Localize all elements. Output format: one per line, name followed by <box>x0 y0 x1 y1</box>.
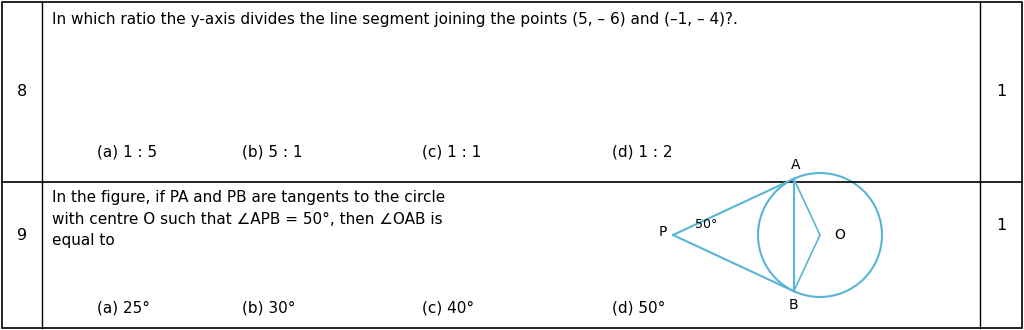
Text: In the figure, if PA and PB are tangents to the circle
with centre O such that ∠: In the figure, if PA and PB are tangents… <box>52 190 445 248</box>
Text: 50°: 50° <box>695 218 718 232</box>
Text: (b) 30°: (b) 30° <box>242 301 296 315</box>
Text: 9: 9 <box>17 227 27 243</box>
Text: (c) 40°: (c) 40° <box>422 301 474 315</box>
Text: O: O <box>834 228 845 242</box>
Text: A: A <box>792 158 801 172</box>
Text: (c) 1 : 1: (c) 1 : 1 <box>422 145 481 159</box>
Text: (a) 25°: (a) 25° <box>97 301 150 315</box>
Text: (d) 50°: (d) 50° <box>612 301 666 315</box>
Text: (d) 1 : 2: (d) 1 : 2 <box>612 145 673 159</box>
Text: In which ratio the y-axis divides the line segment joining the points (5, – 6) a: In which ratio the y-axis divides the li… <box>52 12 738 27</box>
Text: B: B <box>788 298 799 312</box>
Text: 1: 1 <box>996 84 1007 100</box>
Text: P: P <box>658 225 667 239</box>
Text: 8: 8 <box>16 84 27 100</box>
Text: (b) 5 : 1: (b) 5 : 1 <box>242 145 302 159</box>
Text: (a) 1 : 5: (a) 1 : 5 <box>97 145 157 159</box>
Text: 1: 1 <box>996 217 1007 233</box>
